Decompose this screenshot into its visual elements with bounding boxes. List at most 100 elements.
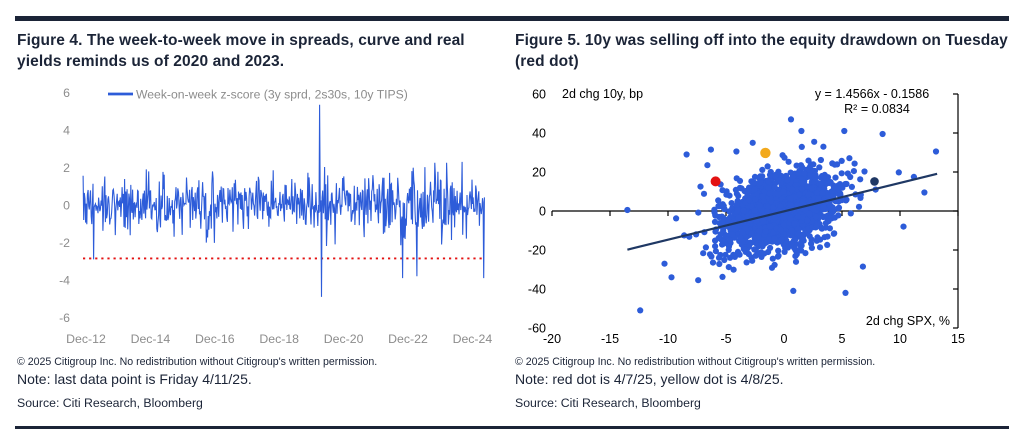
scatter-point [765,184,772,192]
navy-dot [870,177,879,186]
scatter-point [752,196,759,203]
scatter-point [748,178,755,185]
scatter-point [771,235,778,243]
scatter-point [766,236,773,243]
scatter-point [739,229,746,236]
x-tick-label: -15 [601,332,619,346]
scatter-point [743,259,750,266]
scatter-point [784,176,791,184]
scatter-point [726,208,733,215]
scatter-point [767,244,774,251]
scatter-point [728,200,735,207]
y-tick-label: -4 [59,274,70,288]
bottom-rule [15,426,1009,429]
scatter-point [798,143,805,150]
scatter-point [808,244,815,251]
x-tick-label: 5 [839,332,846,346]
scatter-point [751,246,758,253]
y-tick-label: -6 [59,311,70,325]
scatter-point [817,156,824,164]
x-tick-label: Dec-12 [66,332,106,346]
x-tick-label: Dec-20 [324,332,364,346]
y-tick-label: -60 [528,322,546,336]
scatter-point [771,184,778,191]
scatter-point [777,203,784,210]
scatter-point [855,203,863,210]
scatter-point [780,188,787,195]
scatter-point [775,177,782,184]
y-tick-label: 0 [63,199,70,213]
scatter-point [752,252,759,259]
scatter-point [712,228,719,235]
scatter-point [820,204,827,211]
scatter-point [722,233,729,240]
scatter-point [843,196,850,203]
scatter-point [805,191,812,198]
scatter-point [822,174,829,181]
y-tick-label: -20 [528,244,546,258]
scatter-outlier-point [700,190,708,197]
scatter-point [824,241,831,248]
scatter-point [850,168,857,175]
scatter-point [788,227,795,234]
scatter-point [721,256,728,264]
scatter-point [789,174,796,181]
scatter-point [722,251,729,258]
scatter-point [813,213,820,221]
figure4-note: Note: last data point is Friday 4/11/25. [17,371,252,387]
scatter-point [772,173,779,180]
x-tick-label: 0 [781,332,788,346]
scatter-point [731,253,738,260]
scatter-point [792,258,800,265]
scatter-point [748,230,755,237]
scatter-point [830,184,838,192]
scatter-point [787,215,794,223]
scatter-point [765,178,772,185]
scatter-point [795,230,802,238]
scatter-point [851,160,858,167]
scatter-point [846,155,853,162]
scatter-point [795,247,803,254]
scatter-outlier-point [790,287,797,294]
scatter-point [848,183,855,190]
scatter-point [813,222,820,229]
scatter-point [758,241,765,248]
scatter-point [695,209,702,216]
scatter-outlier-point [811,138,818,145]
scatter-point [742,246,749,253]
scatter-point [847,210,854,217]
scatter-point [830,193,837,200]
scatter-point [830,230,837,237]
scatter-point [816,244,824,251]
scatter-point [702,244,709,251]
scatter-point [798,185,805,192]
x-tick-label: -20 [543,332,561,346]
scatter-point [794,225,802,233]
scatter-outlier-point [715,254,723,261]
figure4-copyright: © 2025 Citigroup Inc. No redistribution … [17,356,378,368]
scatter-point [712,248,719,255]
scatter-point [799,235,806,242]
scatter-point [806,210,813,217]
scatter-outlier-point [820,143,827,150]
figure5-footer: © 2025 Citigroup Inc. No redistribution … [515,356,1012,410]
scatter-outlier-point [683,151,690,158]
scatter-point [785,244,792,251]
scatter-point [719,187,726,194]
scatter-point [759,173,766,180]
figure5-copyright: © 2025 Citigroup Inc. No redistribution … [515,356,876,368]
scatter-point [827,179,834,186]
figure5-source: Source: Citi Research, Bloomberg [515,396,701,410]
r-squared-value: R² = 0.0834 [844,102,910,116]
scatter-point [745,197,753,204]
scatter-outlier-point [842,289,849,296]
scatter-point [822,224,829,231]
trendline-equation: y = 1.4566x - 0.1586 [815,87,929,101]
scatter-point [819,189,826,196]
x-tick-label: -10 [659,332,677,346]
scatter-point [792,253,799,260]
y-tick-label: 40 [532,127,546,141]
scatter-point [725,264,732,271]
y-axis-title: 2d chg 10y, bp [562,87,643,101]
scatter-outlier-point [879,130,886,138]
